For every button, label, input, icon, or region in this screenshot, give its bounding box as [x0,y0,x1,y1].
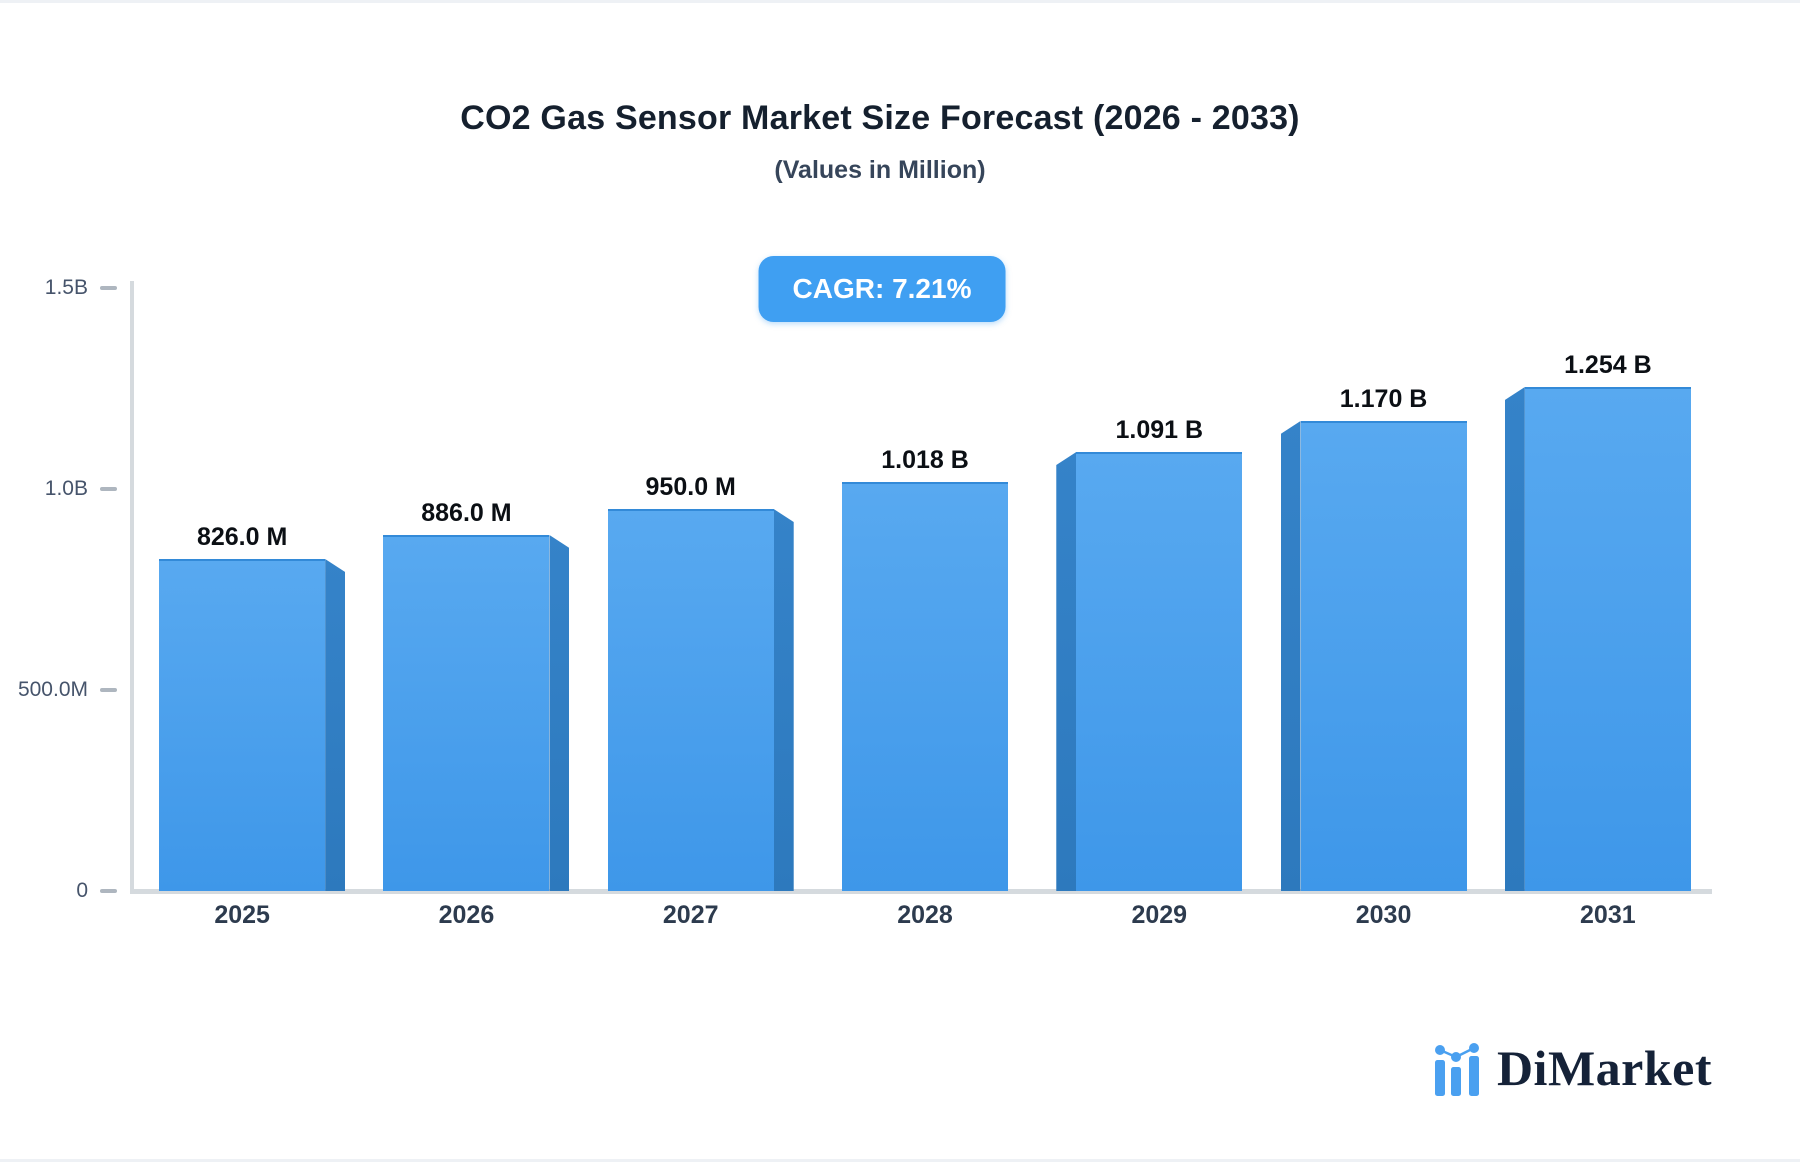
x-axis-label-2028: 2028 [897,901,953,929]
cagr-badge: CAGR: 7.21% [758,256,1006,322]
x-axis-label-2026: 2026 [438,901,495,929]
bar-side-3d [325,559,346,891]
bar-face[interactable] [1524,387,1691,891]
y-tick-mark [100,286,117,290]
chart-header: CO2 Gas Sensor Market Size Forecast (202… [0,3,1760,185]
bar-value-label: 1.170 B [1339,385,1428,413]
y-tick-label: 500.0M [17,678,88,701]
bar-value-label: 886.0 M [421,499,512,527]
x-axis-label-2031: 2031 [1580,901,1636,929]
bar-side-3d [1280,421,1301,891]
bar-face[interactable] [159,559,326,891]
bar-value-label: 1.091 B [1115,416,1204,444]
dimarket-logo-icon [1431,1040,1483,1096]
y-tick-label: 1.0B [44,477,88,500]
bar-side-3d [773,509,794,891]
bar-face[interactable] [383,535,550,891]
bar-face[interactable] [607,509,774,891]
y-tick-mark [100,487,117,491]
bar-value-label: 950.0 M [645,473,736,501]
y-tick-mark [100,889,117,893]
brand-logo-text: DiMarket [1496,1040,1712,1096]
bar-value-label: 1.254 B [1564,351,1652,379]
bar-face[interactable] [842,482,1008,891]
x-axis-label-2025: 2025 [214,901,270,929]
y-tick-label: 0 [76,879,88,902]
chart-title: CO2 Gas Sensor Market Size Forecast (202… [460,99,1300,137]
chart-subtitle: (Values in Million) [774,156,986,184]
brand-logo: DiMarket [1431,1039,1712,1097]
y-tick-mark [100,688,117,692]
bar-face[interactable] [1076,452,1243,891]
bar-value-label: 1.018 B [881,446,969,474]
y-tick-label: 1.5B [44,276,88,299]
x-axis-line [130,889,1712,894]
y-axis-line [130,281,134,894]
bar-face[interactable] [1300,421,1467,891]
bar-side-3d [1504,387,1525,891]
bar-side-3d [1056,452,1077,891]
bar-value-label: 826.0 M [196,523,288,551]
x-axis-label-2030: 2030 [1355,901,1412,929]
bar-side-3d [549,535,570,891]
x-axis-label-2029: 2029 [1131,901,1188,929]
x-axis-label-2027: 2027 [662,901,719,929]
